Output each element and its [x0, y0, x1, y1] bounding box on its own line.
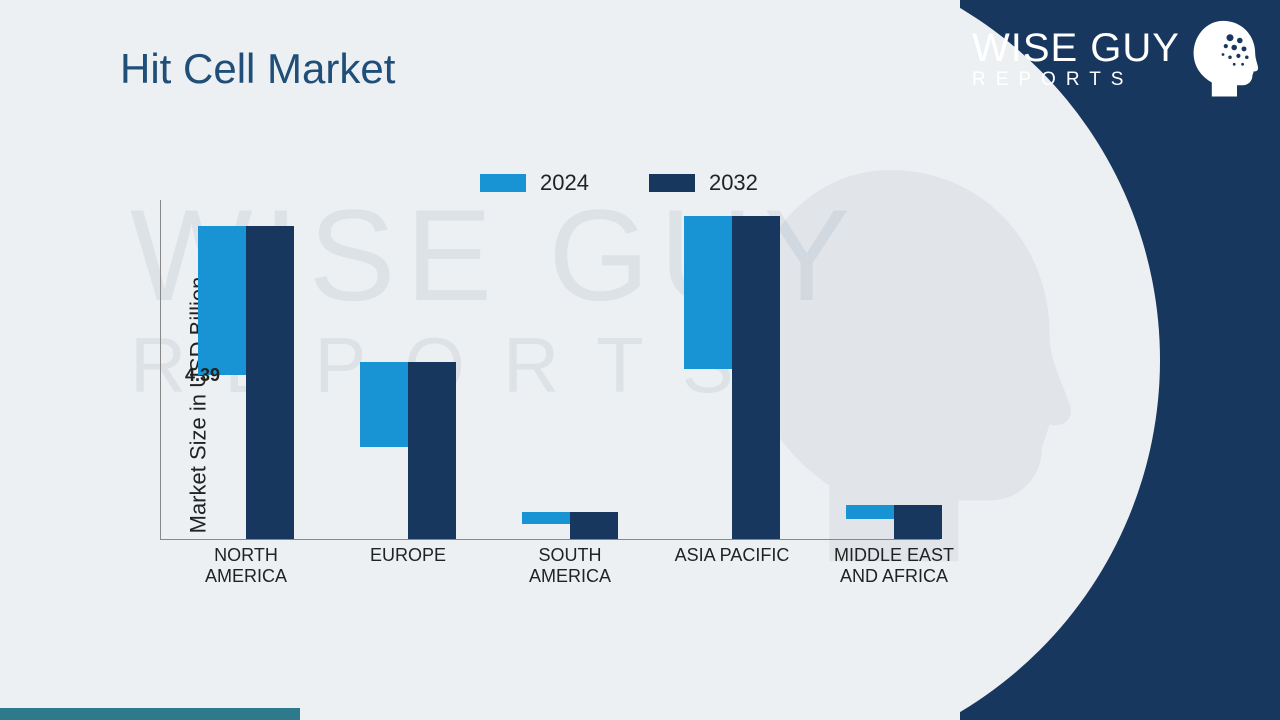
bar-2032: [732, 216, 780, 539]
bar-2024: [198, 226, 246, 375]
brand-logo: WISE GUY REPORTS: [972, 18, 1258, 98]
chart-title: Hit Cell Market: [120, 45, 395, 93]
bar-2024: [846, 505, 894, 519]
bar-group: MIDDLE EAST AND AFRICA: [839, 505, 949, 539]
x-axis-label: ASIA PACIFIC: [662, 545, 802, 566]
bar-group: ASIA PACIFIC: [677, 216, 787, 539]
bar-2032: [894, 505, 942, 539]
bar-group: 4.39NORTH AMERICA: [191, 226, 301, 539]
chart-area: Market Size in USD Billion 4.39NORTH AME…: [100, 170, 960, 640]
x-axis-label: MIDDLE EAST AND AFRICA: [824, 545, 964, 586]
bar-2032: [408, 362, 456, 539]
bar-2024: [522, 512, 570, 524]
brand-line1: WISE GUY: [972, 28, 1180, 68]
plot-area: 4.39NORTH AMERICA EUROPE SOUTH AMERICA ASIA…: [160, 200, 940, 540]
accent-bar: [0, 708, 300, 720]
bar-2032: [570, 512, 618, 539]
bar-value-label: 4.39: [185, 365, 220, 386]
bar-group: EUROPE: [353, 362, 463, 539]
bar-group: SOUTH AMERICA: [515, 512, 625, 539]
bar-2024: [360, 362, 408, 447]
x-axis-label: SOUTH AMERICA: [500, 545, 640, 586]
bar-2024: [684, 216, 732, 369]
bar-2032: [246, 226, 294, 539]
brand-head-icon: [1188, 18, 1258, 98]
brand-line2: REPORTS: [972, 70, 1180, 89]
x-axis-label: EUROPE: [338, 545, 478, 566]
x-axis-label: NORTH AMERICA: [176, 545, 316, 586]
